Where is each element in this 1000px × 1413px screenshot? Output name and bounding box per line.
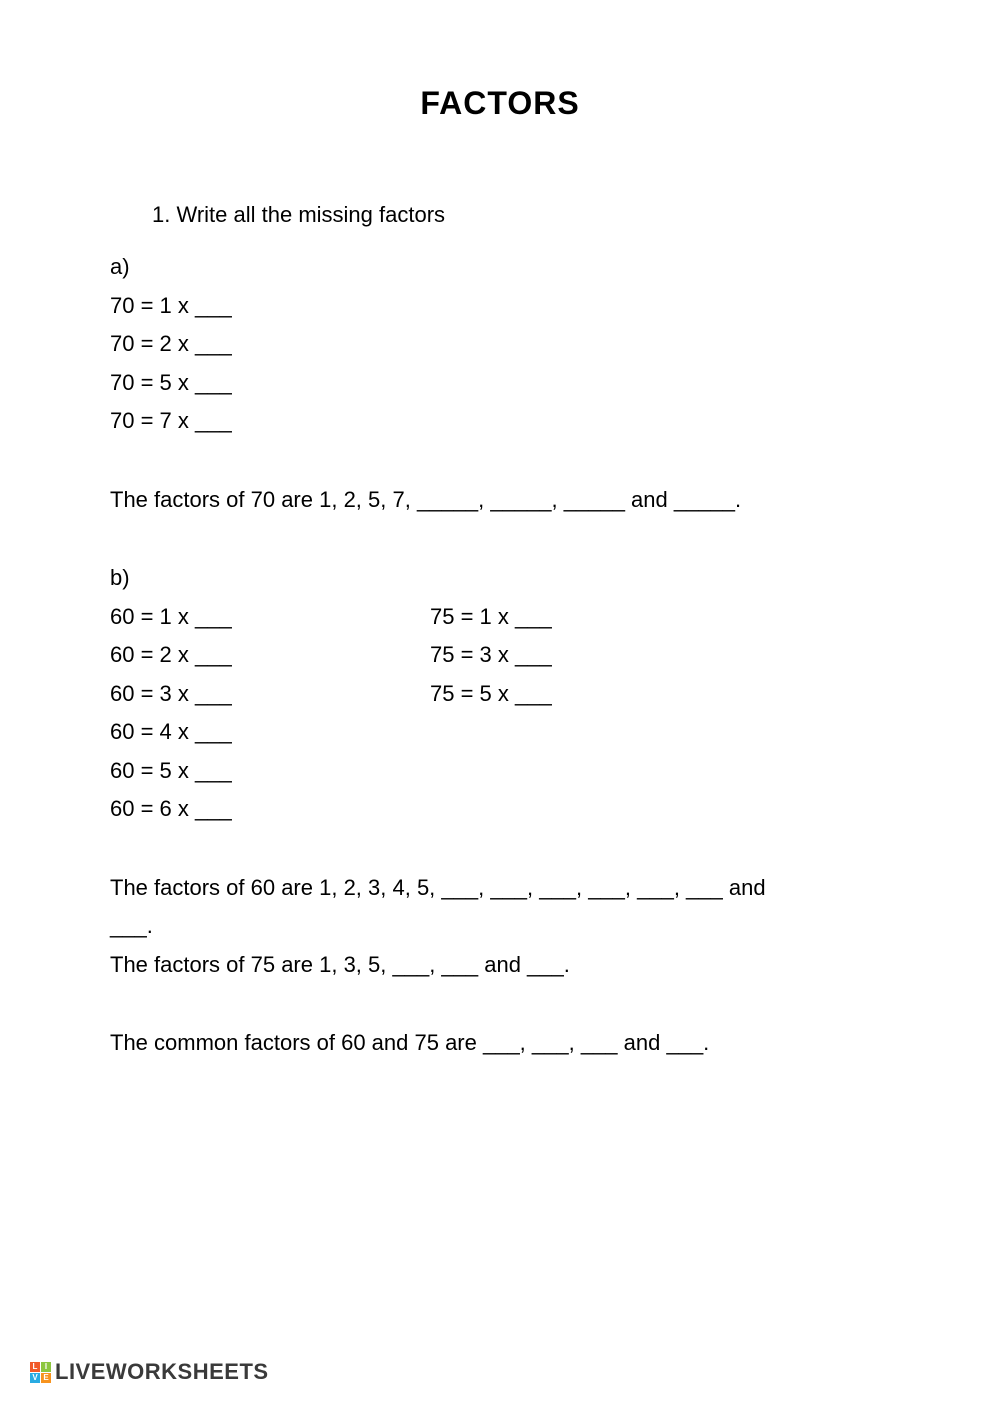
- instruction-text: 1. Write all the missing factors: [152, 202, 890, 228]
- equation-line[interactable]: 60 = 6 x ___: [110, 790, 430, 829]
- brand-icon-tile: V: [30, 1373, 40, 1383]
- summary-line[interactable]: The common factors of 60 and 75 are ___,…: [110, 1024, 890, 1063]
- equation-line[interactable]: 60 = 1 x ___: [110, 598, 430, 637]
- brand-icon-tile: E: [41, 1373, 51, 1383]
- part-a-label: a): [110, 248, 890, 287]
- equation-line[interactable]: 60 = 5 x ___: [110, 752, 430, 791]
- summary-line[interactable]: ___.: [110, 907, 890, 946]
- worksheet-page: FACTORS 1. Write all the missing factors…: [0, 0, 1000, 1103]
- equation-line[interactable]: 60 = 3 x ___: [110, 675, 430, 714]
- two-column-equations: 60 = 1 x ___ 60 = 2 x ___ 60 = 3 x ___ 6…: [110, 598, 890, 829]
- brand-icon: L I V E: [30, 1362, 51, 1383]
- summary-line[interactable]: The factors of 75 are 1, 3, 5, ___, ___ …: [110, 946, 890, 985]
- equation-line[interactable]: 75 = 3 x ___: [430, 636, 890, 675]
- summary-line[interactable]: The factors of 60 are 1, 2, 3, 4, 5, ___…: [110, 869, 890, 908]
- equation-line[interactable]: 75 = 1 x ___: [430, 598, 890, 637]
- brand-text: LIVEWORKSHEETS: [55, 1359, 269, 1385]
- brand-icon-tile: I: [41, 1362, 51, 1372]
- equation-line[interactable]: 60 = 2 x ___: [110, 636, 430, 675]
- summary-line[interactable]: The factors of 70 are 1, 2, 5, 7, _____,…: [110, 481, 890, 520]
- equation-line[interactable]: 75 = 5 x ___: [430, 675, 890, 714]
- equation-line[interactable]: 70 = 5 x ___: [110, 364, 890, 403]
- page-title: FACTORS: [110, 85, 890, 122]
- equation-line[interactable]: 70 = 2 x ___: [110, 325, 890, 364]
- equation-line[interactable]: 70 = 1 x ___: [110, 287, 890, 326]
- equation-line[interactable]: 70 = 7 x ___: [110, 402, 890, 441]
- footer-brand: L I V E LIVEWORKSHEETS: [30, 1359, 269, 1385]
- part-b-label: b): [110, 559, 890, 598]
- equation-line[interactable]: 60 = 4 x ___: [110, 713, 430, 752]
- brand-icon-tile: L: [30, 1362, 40, 1372]
